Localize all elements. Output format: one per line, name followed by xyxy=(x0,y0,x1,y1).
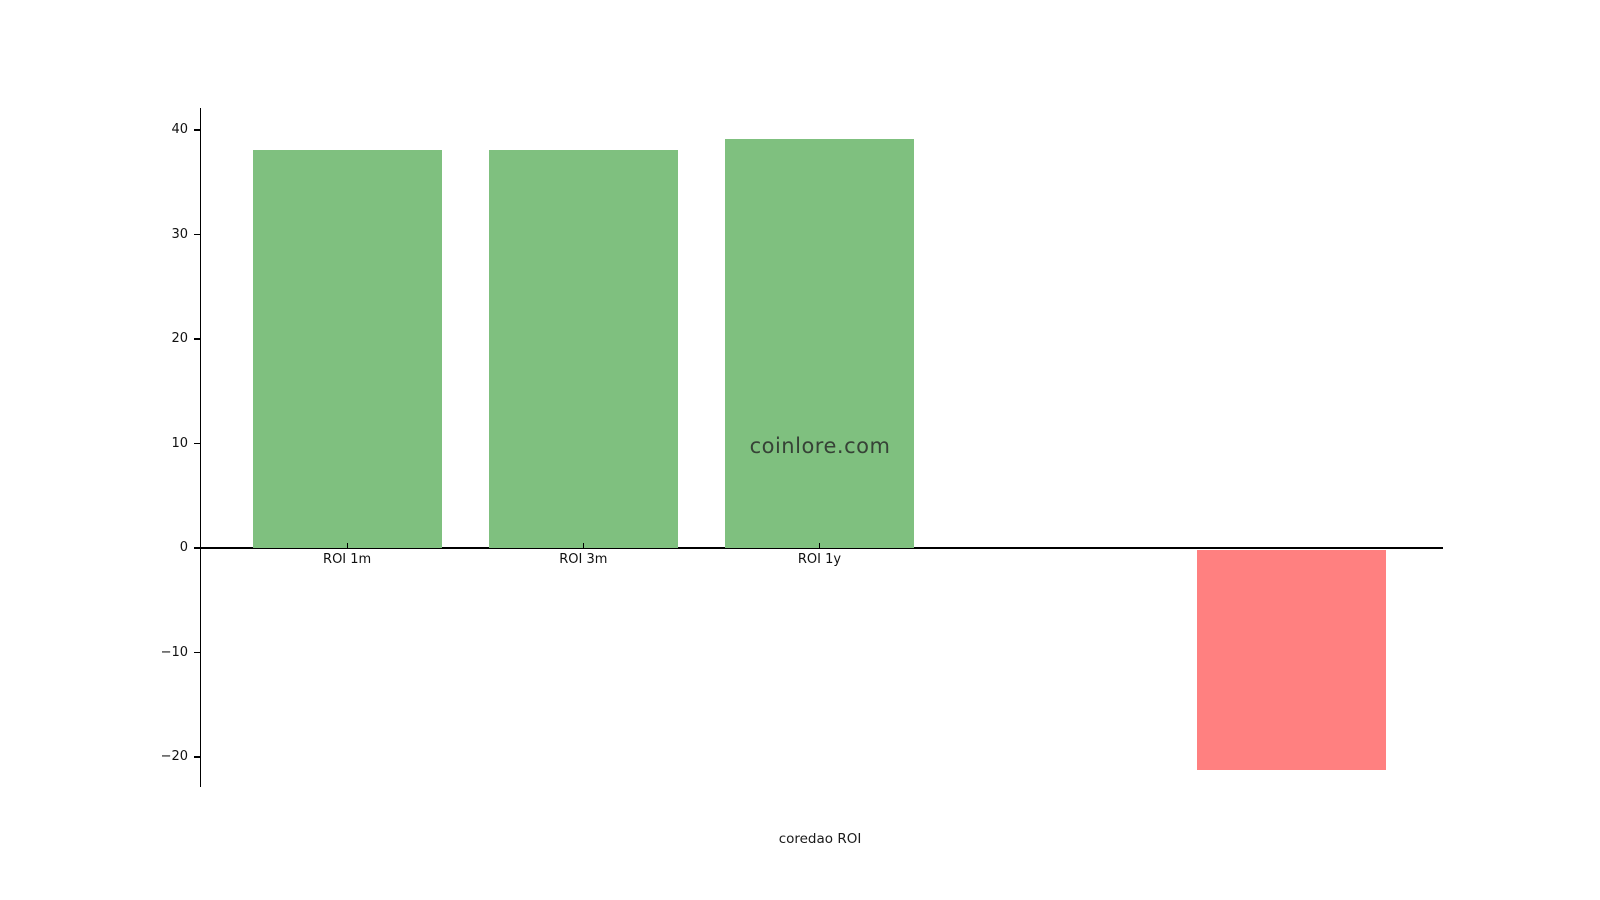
x-tick-mark xyxy=(582,542,584,548)
y-tick-label: 0 xyxy=(179,540,188,555)
y-tick-mark xyxy=(194,338,200,340)
x-tick-label: ROI 3m xyxy=(559,552,608,567)
y-tick-label: 30 xyxy=(171,226,188,242)
roi-bar xyxy=(252,149,442,548)
y-tick-label: −10 xyxy=(160,644,188,660)
x-tick-label: ROI 1m xyxy=(323,552,372,567)
y-tick-label: −20 xyxy=(160,749,188,764)
watermark-text: coinlore.com xyxy=(749,434,891,458)
y-tick-label: 10 xyxy=(171,435,188,451)
y-tick-mark xyxy=(194,233,200,236)
y-tick-mark xyxy=(194,129,200,131)
x-tick-mark xyxy=(346,542,348,548)
y-tick-mark xyxy=(194,442,200,445)
y-tick-mark xyxy=(194,651,200,654)
y-tick-label: 40 xyxy=(171,122,188,137)
y-axis-spine xyxy=(199,108,201,787)
x-tick-label: ROI 1y xyxy=(797,552,842,567)
chart-x-axis-title: coredao ROI xyxy=(778,831,862,847)
y-tick-label: 20 xyxy=(171,331,188,346)
roi-bar xyxy=(488,149,678,548)
roi-bar xyxy=(1197,549,1387,770)
y-tick-mark xyxy=(194,756,200,758)
y-tick-mark xyxy=(194,547,200,549)
roi-bar xyxy=(725,139,914,548)
x-tick-mark xyxy=(818,542,821,548)
